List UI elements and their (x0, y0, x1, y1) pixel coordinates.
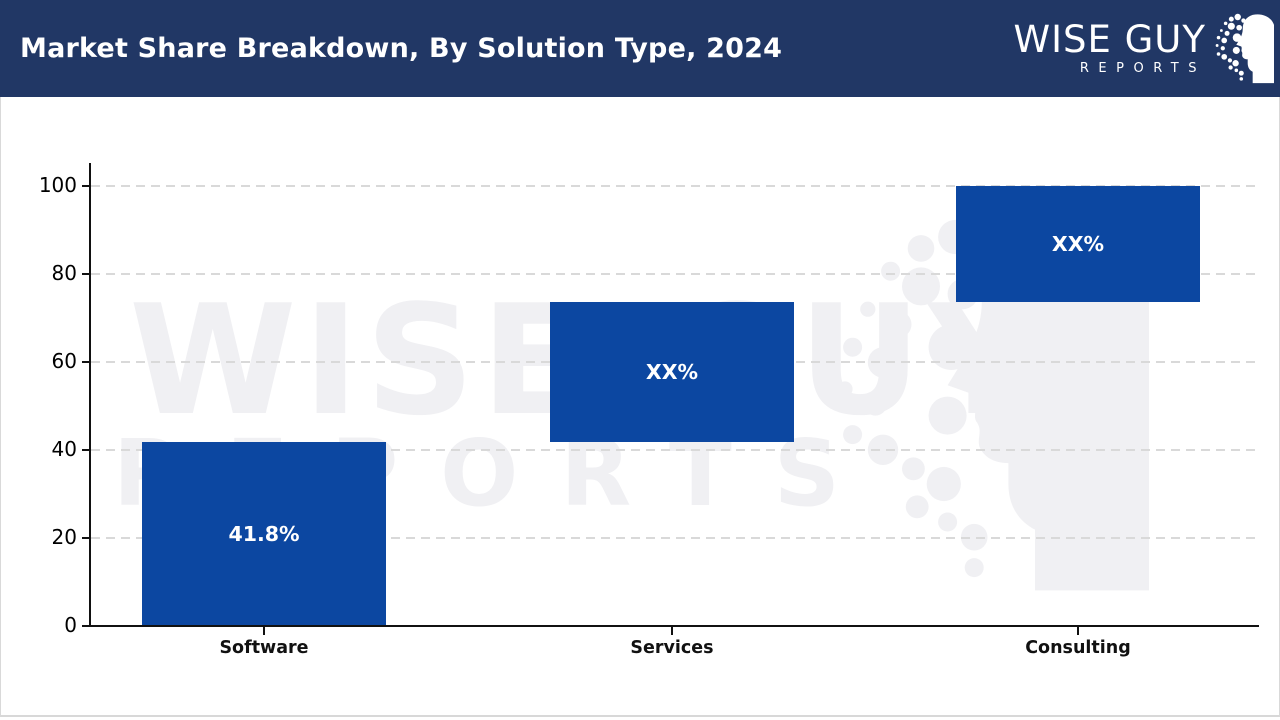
wise-guy-logo: WISE GUY REPORTS (1014, 0, 1274, 97)
head-profile-icon (1215, 13, 1274, 83)
x-tick (1077, 627, 1079, 635)
y-tick (82, 273, 90, 275)
y-tick (82, 185, 90, 187)
y-tick-label: 20 (51, 525, 77, 549)
gridline (91, 273, 1257, 275)
y-axis-line (89, 163, 91, 625)
bar-value-label: XX% (645, 360, 699, 385)
y-tick-label: 100 (38, 173, 77, 197)
logo-wordmark: WISE GUY (1013, 18, 1206, 61)
x-axis-label: Software (219, 638, 309, 658)
page-title: Market Share Breakdown, By Solution Type… (20, 33, 783, 64)
y-tick-label: 0 (64, 613, 77, 637)
gridline (91, 185, 1257, 187)
bar-value-label: 41.8% (228, 522, 300, 547)
y-tick-label: 80 (51, 261, 77, 285)
x-axis-label: Services (630, 638, 714, 658)
y-tick (82, 537, 90, 539)
bar-value-label: XX% (1051, 232, 1105, 257)
logo-subtitle: REPORTS (1079, 61, 1206, 76)
y-tick-label: 60 (51, 349, 77, 373)
chart-area: WISE GUY REPORTS 02040608010041.8%Softwa… (0, 97, 1280, 717)
y-tick (82, 449, 90, 451)
y-tick (82, 625, 90, 627)
x-tick (263, 627, 265, 635)
gridline (91, 537, 1257, 539)
bar-software: 41.8% (142, 442, 386, 626)
x-axis-line (89, 625, 1259, 627)
x-tick (671, 627, 673, 635)
logo-text: WISE GUY REPORTS (1014, 21, 1206, 76)
bar-consulting: XX% (956, 186, 1200, 303)
y-tick (82, 361, 90, 363)
y-tick-label: 40 (51, 437, 77, 461)
x-axis-label: Consulting (1025, 638, 1131, 658)
gridline (91, 449, 1257, 451)
header-bar: Market Share Breakdown, By Solution Type… (0, 0, 1280, 97)
bar-services: XX% (550, 302, 794, 443)
